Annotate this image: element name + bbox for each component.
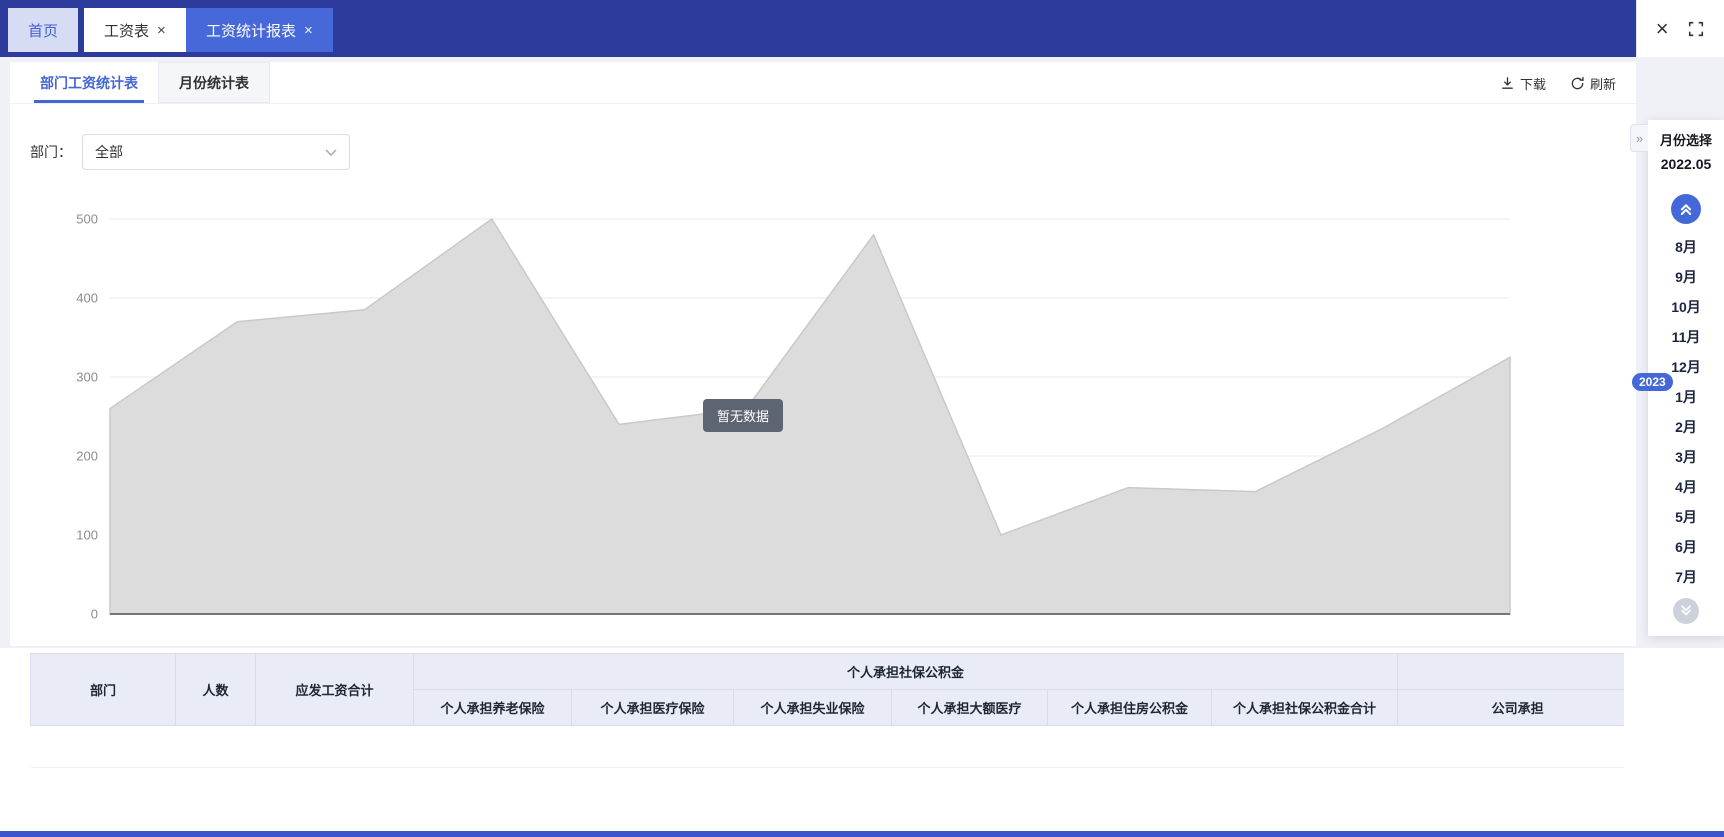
col-header-gross-total: 应发工资合计 [255,653,414,726]
col-header-pension: 个人承担养老保险 [413,689,572,726]
month-item[interactable]: 7月 [1675,569,1697,585]
topbar-tab-salary-sheet[interactable]: 工资表 × [84,8,186,52]
area-chart-svg: 0 100 200 300 400 500 [76,212,1511,622]
month-item[interactable]: 3月 [1675,449,1697,465]
col-header-department: 部门 [30,653,176,726]
month-item[interactable]: 10月 [1671,299,1701,315]
svg-text:400: 400 [76,291,98,306]
report-tabs: 部门工资统计表 月份统计表 下载 刷新 [10,62,1636,104]
table-section: 部门 人数 应发工资合计 个人承担社保公积金 个人承担养老保险 个人承担医疗保险… [0,648,1724,831]
col-header-housing-fund: 个人承担住房公积金 [1047,689,1212,726]
svg-text:300: 300 [76,370,98,385]
svg-text:200: 200 [76,449,98,464]
tab-dept-salary-stats[interactable]: 部门工资统计表 [20,62,158,103]
month-item[interactable]: 8月 [1675,239,1697,255]
double-chevron-down-icon [1681,605,1691,616]
scroll-down-button[interactable] [1673,598,1699,624]
year-badge: 2023 [1632,373,1673,391]
month-item[interactable]: 2月 [1675,419,1697,435]
salary-table-wrap: 部门 人数 应发工资合计 个人承担社保公积金 个人承担养老保险 个人承担医疗保险… [30,653,1624,768]
month-item[interactable]: 1月 [1675,389,1697,405]
svg-text:100: 100 [76,528,98,543]
col-header-medical: 个人承担医疗保险 [571,689,734,726]
col-header-large-medical: 个人承担大额医疗 [891,689,1048,726]
topbar: 首页 工资表 × 工资统计报表 × × [0,0,1724,57]
salary-table: 部门 人数 应发工资合计 个人承担社保公积金 个人承担养老保险 个人承担医疗保险… [30,653,1624,768]
svg-text:0: 0 [91,607,98,622]
month-item[interactable]: 9月 [1675,269,1697,285]
close-icon[interactable]: × [1655,15,1669,41]
report-panel: 部门工资统计表 月份统计表 下载 刷新 部门： [10,62,1636,646]
tab-label: 工资统计报表 [206,22,297,40]
download-button[interactable]: 下载 [1500,74,1546,93]
dept-select-value: 全部 [95,144,123,160]
refresh-label: 刷新 [1589,76,1616,92]
svg-text:500: 500 [76,212,98,227]
tab-label: 工资表 [104,22,150,40]
current-month-value: 2022.05 [1660,156,1712,172]
dept-select[interactable]: 全部 [82,134,350,170]
tab-label: 首页 [28,22,59,40]
download-icon [1502,76,1513,89]
col-header-company-partial: 公司承担 [1397,689,1624,726]
month-item[interactable]: 5月 [1675,509,1697,525]
close-icon[interactable]: × [157,21,166,39]
download-label: 下载 [1519,76,1546,92]
group-header-personal: 个人承担社保公积金 [412,653,1399,690]
topbar-tab-salary-report[interactable]: 工资统计报表 × [186,8,333,52]
month-panel-title: 月份选择 [1659,133,1712,148]
topbar-tab-home[interactable]: 首页 [8,8,79,52]
department-filter: 部门： 全部 [30,134,350,170]
group-header-company-partial [1397,653,1624,690]
scroll-up-button[interactable] [1671,194,1701,224]
refresh-button[interactable]: 刷新 [1570,74,1616,93]
panel-actions: 下载 刷新 [1500,62,1616,104]
dept-filter-label: 部门： [30,144,72,160]
chart-tooltip: 暂无数据 [703,399,784,432]
topbar-window-actions: × [1636,0,1724,57]
table-row [30,725,1624,768]
chevron-down-icon [325,148,337,156]
double-chevron-up-icon [1680,204,1692,215]
collapse-handle-icon[interactable]: » [1630,124,1648,152]
fullscreen-icon[interactable] [1687,20,1705,38]
bottom-accent-bar [0,831,1724,837]
chart-area: 0 100 200 300 400 500 暂无数据 [40,202,1536,638]
month-item[interactable]: 4月 [1675,479,1697,495]
month-item[interactable]: 12月 [1671,359,1701,375]
month-item[interactable]: 11月 [1671,329,1701,345]
col-header-unemployment: 个人承担失业保险 [733,689,892,726]
month-list: 8月 9月 10月 11月 12月 1月 2月 3月 4月 5月 6月 7月 [1648,232,1724,592]
col-header-personal-total: 个人承担社保公积金合计 [1210,689,1399,726]
month-item[interactable]: 6月 [1675,539,1697,555]
month-selector-panel: » 月份选择 2022.05 8月 9月 10月 11月 12月 1月 2月 3月 4月 5月 6月… [1630,120,1724,636]
col-header-headcount: 人数 [175,653,256,726]
tab-month-stats[interactable]: 月份统计表 [158,62,270,103]
close-icon[interactable]: × [304,21,313,39]
refresh-icon [1571,76,1584,89]
